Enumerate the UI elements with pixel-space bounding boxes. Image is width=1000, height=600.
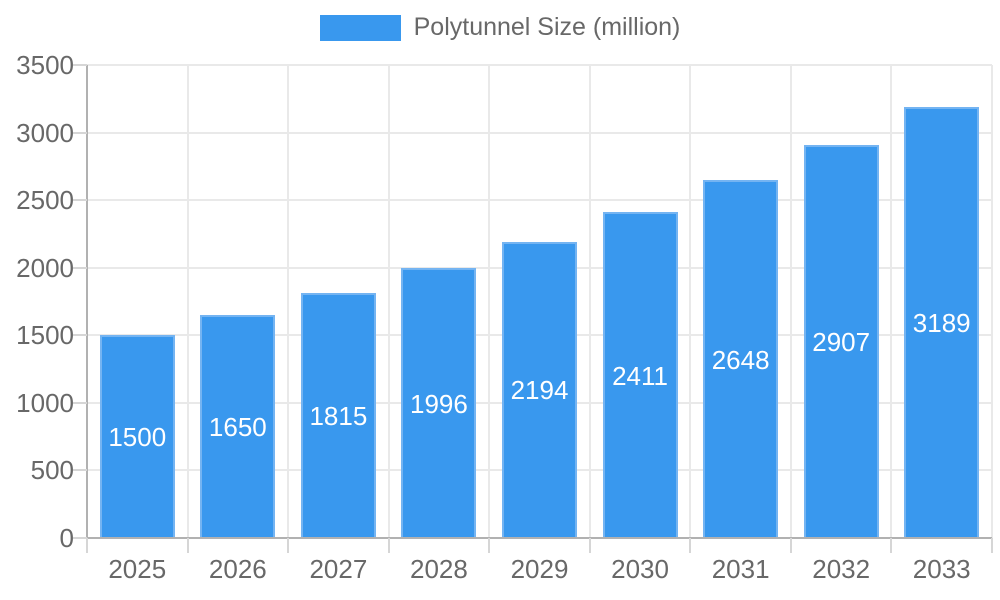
bar-value-label: 1996 [410,388,468,419]
x-tick-label: 2031 [711,554,770,584]
bar-value-label: 2194 [510,375,569,406]
x-tick-label: 2033 [912,554,971,584]
y-tick-mark [73,199,87,202]
bar[interactable]: 1815 [300,292,376,538]
x-tick-mark [86,538,88,553]
y-tick-label: 3000 [16,117,74,148]
x-tick-mark [890,538,893,553]
bar-value-label: 2648 [711,344,770,375]
y-tick-label: 3500 [16,50,74,80]
x-tick-mark [387,538,390,553]
y-tick-mark [73,401,87,404]
y-tick-mark [73,64,87,66]
x-gridline [789,65,792,538]
y-tick-mark [73,266,87,269]
x-tick-mark [689,538,692,553]
y-tick-mark [73,537,87,539]
y-tick-label: 0 [59,523,74,553]
y-tick-label: 2000 [16,252,74,283]
x-tick-mark [287,538,290,553]
y-gridline [87,199,992,202]
x-tick-label: 2029 [510,554,569,584]
x-axis-line [87,537,992,539]
x-gridline [287,65,290,538]
x-gridline [387,65,390,538]
x-tick-label: 2026 [208,554,267,584]
x-tick-label: 2028 [410,554,468,584]
y-tick-mark [73,469,87,472]
x-gridline [991,65,993,538]
x-gridline [588,65,591,538]
bar[interactable]: 1650 [200,315,276,538]
x-tick-mark [789,538,792,553]
x-gridline [890,65,893,538]
x-tick-label: 2030 [611,554,669,584]
y-gridline [87,64,992,66]
legend[interactable]: Polytunnel Size (million) [0,13,1000,42]
bar[interactable]: 2194 [502,241,577,538]
y-tick-mark [73,334,87,337]
bar-value-label: 2907 [812,327,871,358]
x-tick-label: 2032 [812,554,871,584]
bar-value-label: 1650 [208,412,267,442]
plot-area: 1500 1650 1815 1996 2194 2411 2648 2907 3189 [87,64,993,538]
bar[interactable]: 2907 [803,145,879,538]
bar-value-label: 1815 [309,400,368,431]
x-tick-label: 2025 [108,554,167,584]
x-tick-mark [186,538,189,553]
x-tick-mark [488,538,491,553]
legend-label: Polytunnel Size (million) [413,13,681,41]
y-tick-label: 500 [30,455,74,486]
x-tick-mark [991,538,993,553]
x-tick-label: 2027 [309,554,368,584]
bar-value-label: 2411 [612,360,668,391]
y-tick-mark [73,131,87,134]
bar[interactable]: 3189 [904,107,980,538]
y-tick-label: 1000 [16,387,74,418]
bar-value-label: 1500 [108,422,167,453]
bar-value-label: 3189 [912,308,971,339]
x-tick-mark [588,538,591,553]
bar[interactable]: 1996 [401,268,477,538]
x-gridline [488,65,491,538]
legend-swatch-icon [319,14,401,41]
x-gridline [186,65,189,538]
bar[interactable]: 2648 [703,180,779,538]
y-tick-label: 2500 [16,185,74,216]
y-gridline [87,131,992,134]
bar[interactable]: 2411 [602,212,678,538]
y-tick-label: 1500 [16,320,74,351]
x-gridline [689,65,692,538]
y-axis-line [86,65,88,553]
bar[interactable]: 1500 [99,335,175,538]
